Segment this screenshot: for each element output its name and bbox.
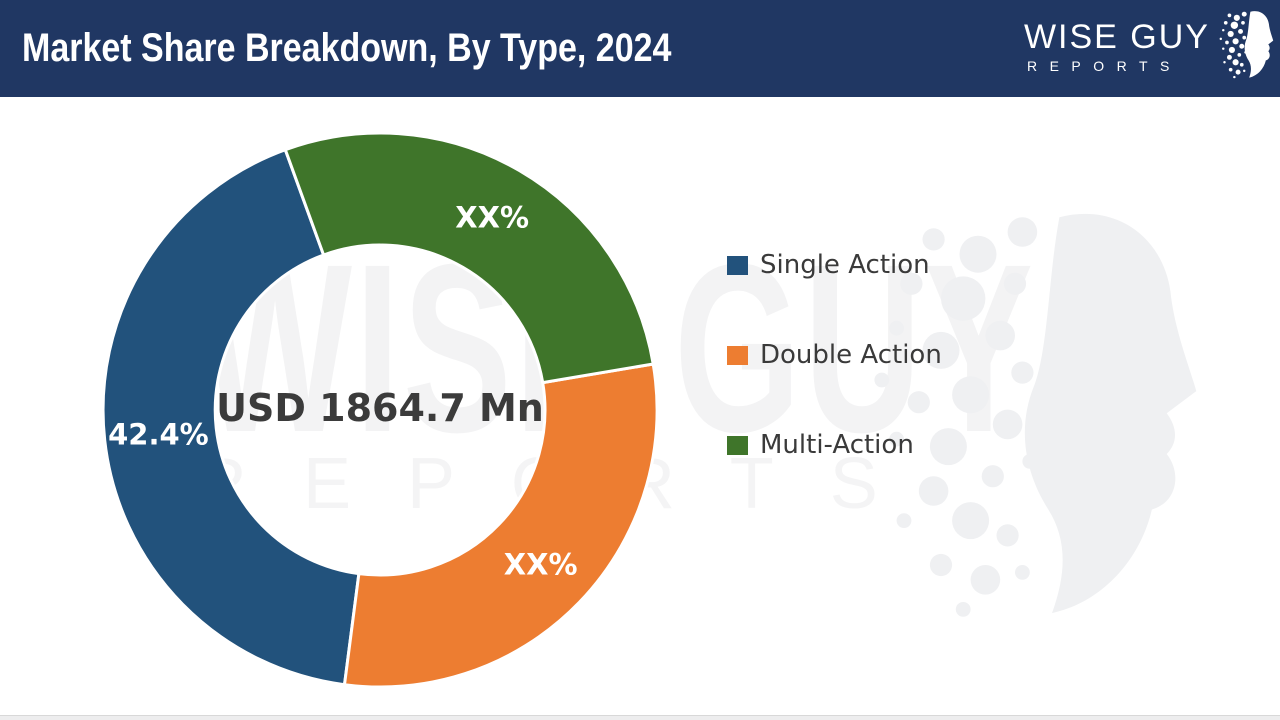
legend-item-double-action: Double Action — [727, 340, 942, 370]
legend-swatch-multi-action — [727, 435, 748, 455]
brand-name: WISE GUY — [1023, 18, 1210, 56]
legend-label-multi-action: Multi-Action — [760, 430, 914, 460]
legend: Single Action Double Action Multi-Action — [727, 250, 942, 520]
brand-subtitle: REPORTS — [1026, 58, 1182, 74]
header-bar: Market Share Breakdown, By Type, 2024 WI… — [0, 0, 1280, 97]
slice-double-action — [343, 362, 659, 689]
slice-single-action — [101, 148, 361, 687]
legend-swatch-double-action — [727, 345, 748, 365]
legend-label-double-action: Double Action — [760, 340, 942, 370]
legend-swatch-single-action — [727, 255, 748, 275]
legend-label-single-action: Single Action — [760, 250, 930, 280]
donut-center-value: USD 1864.7 Mn — [216, 386, 544, 430]
face-logo-icon — [1212, 8, 1274, 82]
brand-logo: WISE GUY REPORTS — [1024, 8, 1274, 82]
legend-item-multi-action: Multi-Action — [727, 430, 942, 460]
page-title: Market Share Breakdown, By Type, 2024 — [22, 26, 672, 70]
brand-text: WISE GUY REPORTS — [1024, 20, 1210, 74]
slice-value-label: XX% — [504, 548, 578, 582]
footer-strip — [0, 715, 1280, 720]
slice-value-label: XX% — [455, 200, 529, 234]
slice-multi-action — [283, 131, 655, 385]
legend-item-single-action: Single Action — [727, 250, 942, 280]
slice-value-label: 42.4% — [108, 418, 209, 452]
